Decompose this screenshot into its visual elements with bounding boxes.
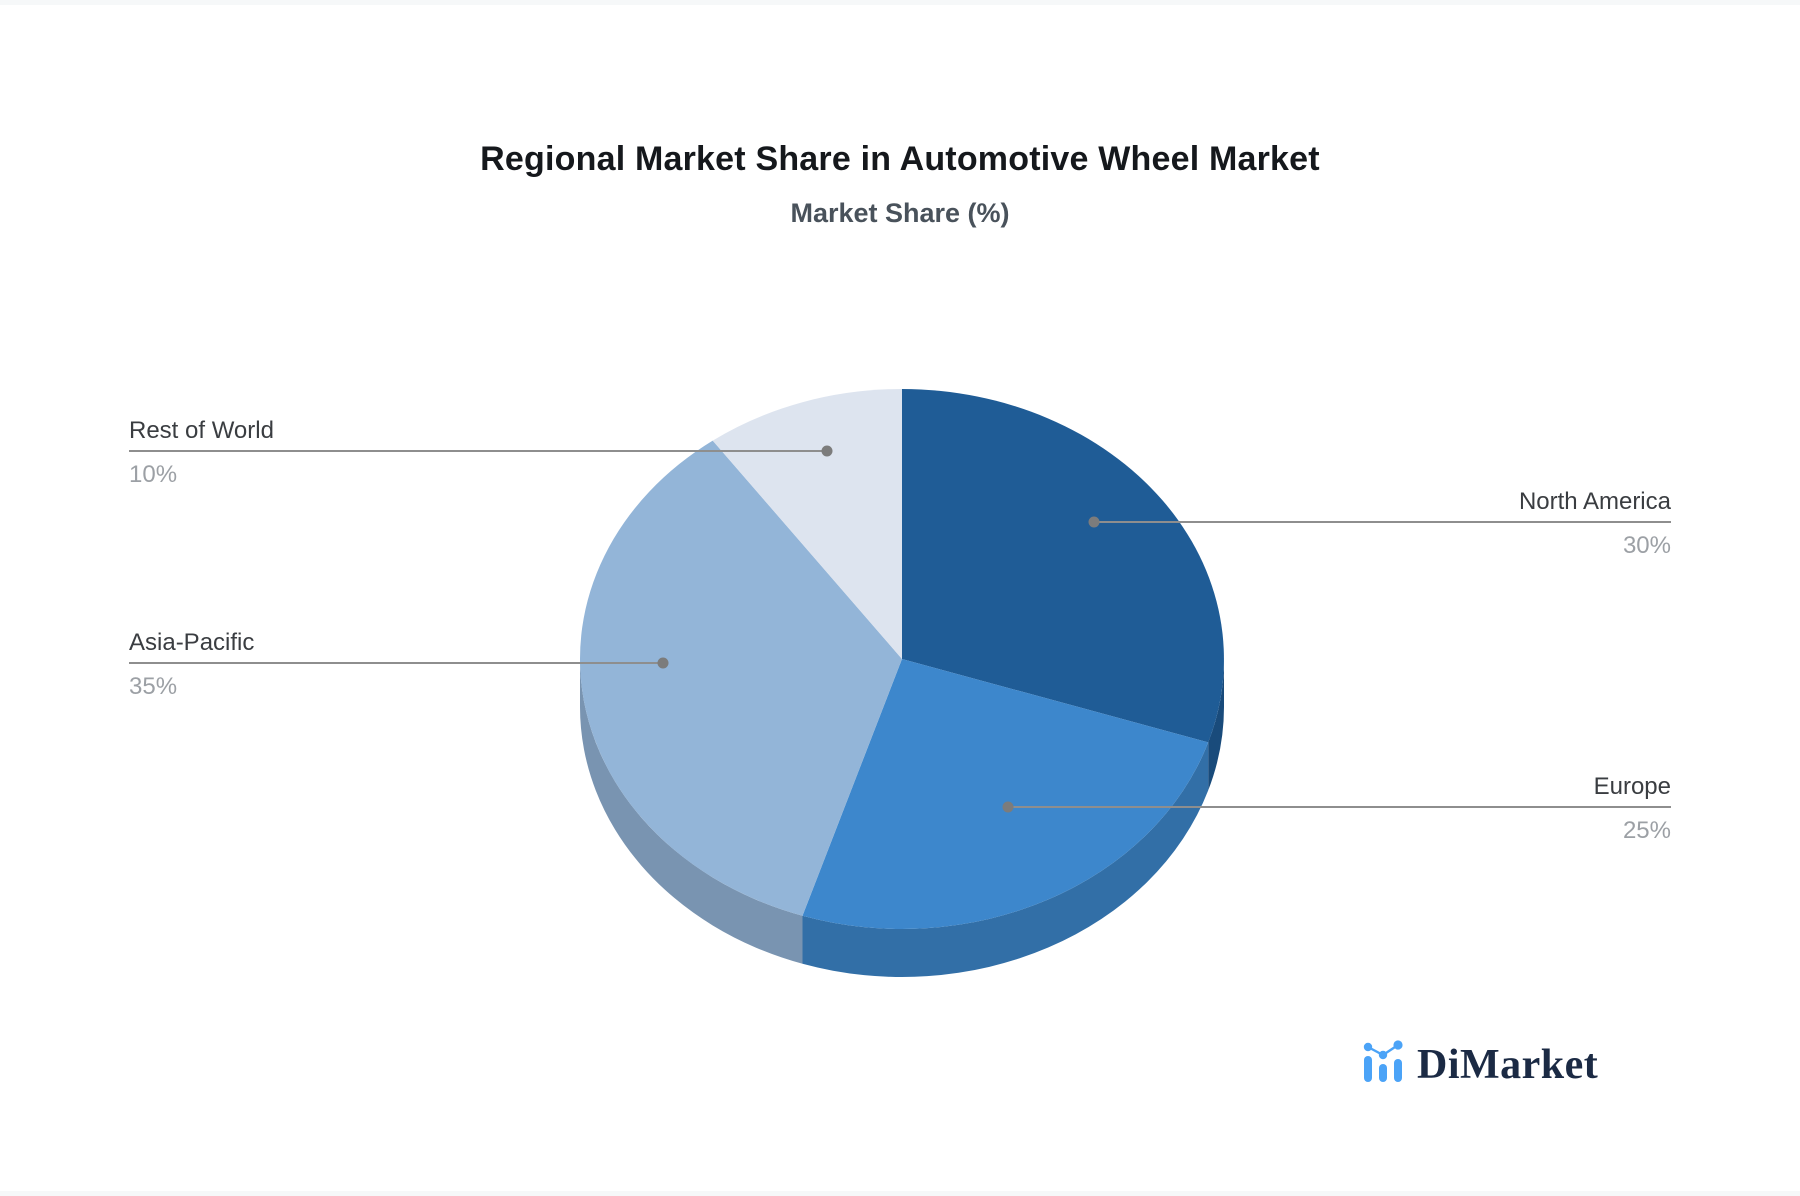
leader-dot-north-america [1088,516,1100,528]
pie-slice-side-north-america [1208,659,1224,791]
pie-slice-side-asia-pacific [580,659,803,964]
callout-label: North America [1518,488,1671,515]
bottom-edge-strip [0,1191,1800,1196]
callout-rest-of-world: Rest of World 10% [129,414,689,490]
pie-slice-side-europe [802,742,1209,977]
pie-slice-asia-pacific [580,440,902,916]
callout-value: 10% [129,461,178,488]
leader-dot-asia-pacific [657,657,669,669]
callout-north-america: North America 30% [1111,485,1671,561]
callout-label: Europe [1593,773,1671,800]
callout-value: 25% [1622,817,1671,844]
pie-slice-rest-of-world [712,389,902,659]
dimarket-logo: DiMarket [1362,1040,1598,1092]
bar-chart-trend-icon [1363,1040,1403,1082]
leader-dot-rest-of-world [821,445,833,457]
callout-label: Asia-Pacific [129,629,255,656]
chart-title: Regional Market Share in Automotive Whee… [480,140,1320,178]
callout-label: Rest of World [129,417,274,444]
pie-slice-north-america [902,389,1224,743]
callout-europe: Europe 25% [1111,770,1671,846]
callout-value: 30% [1622,532,1671,559]
leader-dot-europe [1002,801,1014,813]
chart-subtitle: Market Share (%) [790,198,1010,228]
callout-asia-pacific: Asia-Pacific 35% [129,626,689,702]
logo-text: DiMarket [1417,1042,1599,1088]
top-edge-strip [0,0,1800,5]
callout-value: 35% [129,673,178,700]
pie-slice-europe [802,659,1209,929]
